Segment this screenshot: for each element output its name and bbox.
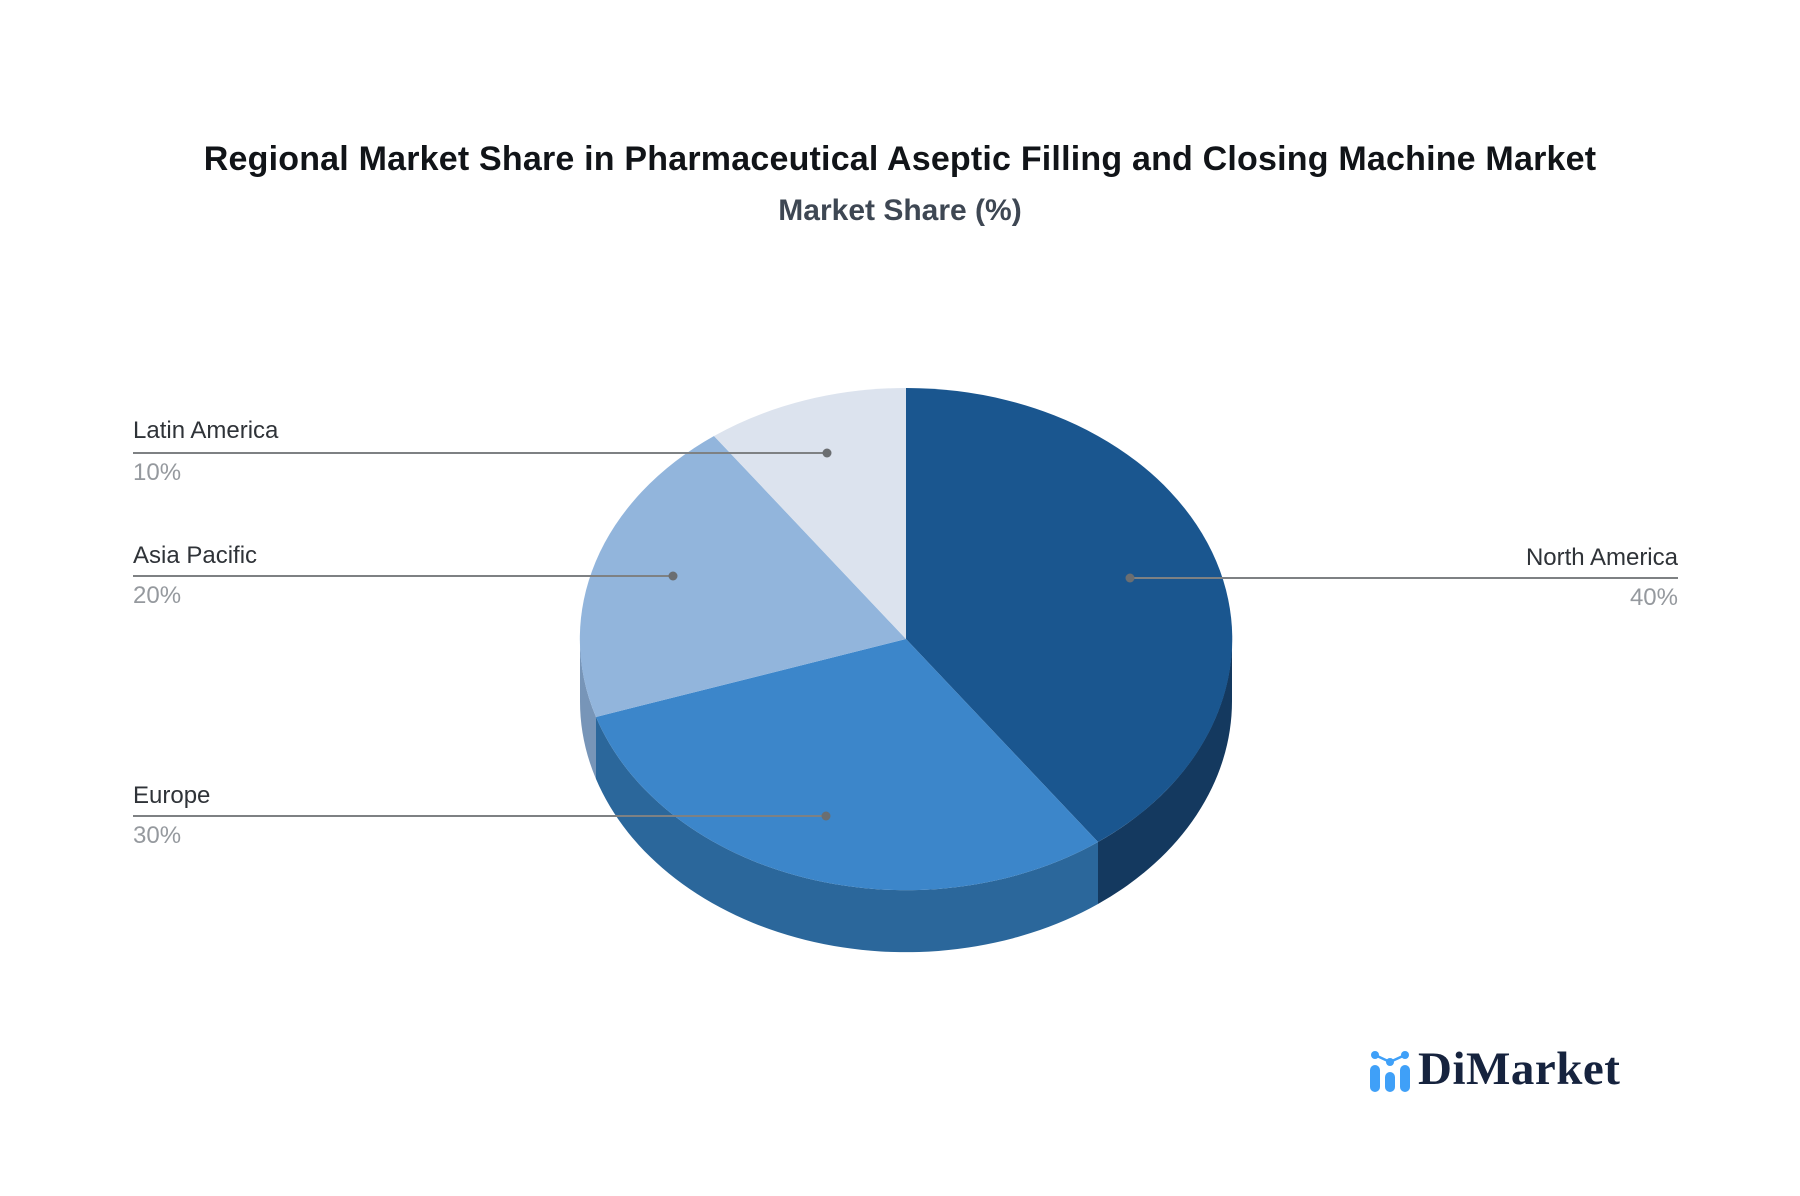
pie-slice-side-europe [596, 717, 1098, 953]
callout-dot-latin-america [822, 448, 832, 458]
callout-label-europe: Europe [133, 782, 211, 809]
pie-slice-latin-america[interactable] [714, 387, 906, 639]
pie-slice-north-america[interactable] [906, 387, 1233, 842]
logo-bar-middle [1385, 1072, 1395, 1092]
callout-value-latin-america: 10% [133, 459, 182, 486]
dimarket-logo: DiMarket [1362, 1040, 1662, 1100]
logo-bar-left [1370, 1065, 1380, 1092]
callout-dot-north-america [1125, 573, 1135, 583]
callout-value-europe: 30% [133, 822, 182, 849]
page-title: Regional Market Share in Pharmaceutical … [203, 140, 1597, 178]
callout-value-north-america: 40% [1629, 584, 1678, 611]
logo-bar-right [1400, 1065, 1410, 1092]
pie-slice-side-asia-pacific [579, 639, 596, 779]
logo-trend-line [1374, 1053, 1406, 1064]
bar-chart-trend-icon [1370, 1051, 1410, 1092]
pie-slice-europe[interactable] [596, 639, 1098, 891]
pie-slice-asia-pacific[interactable] [579, 436, 906, 717]
dimarket-logo-text: DiMarket [1418, 1043, 1621, 1095]
callout-value-asia-pacific: 20% [133, 582, 182, 609]
callout-dot-europe [821, 811, 831, 821]
pie-slice-side-north-america [1098, 639, 1232, 904]
callout-label-asia-pacific: Asia Pacific [133, 542, 258, 569]
callout-dot-asia-pacific [668, 571, 678, 581]
chart-subtitle: Market Share (%) [778, 194, 1022, 227]
callout-label-latin-america: Latin America [133, 417, 279, 444]
callout-label-north-america: North America [1525, 544, 1678, 571]
